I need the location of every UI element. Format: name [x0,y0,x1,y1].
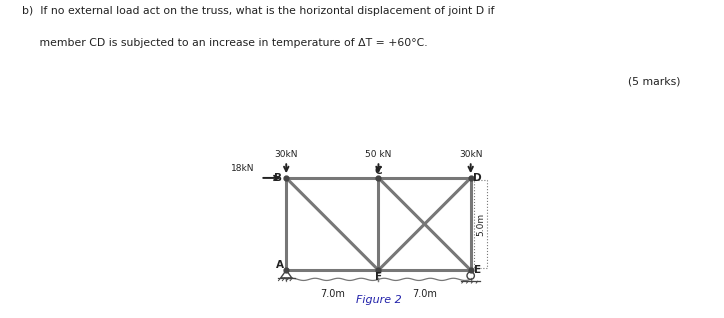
Text: member CD is subjected to an increase in temperature of ΔT = +60°C.: member CD is subjected to an increase in… [22,38,427,48]
Text: b)  If no external load act on the truss, what is the horizontal displacement of: b) If no external load act on the truss,… [22,6,494,16]
Text: 7.0m: 7.0m [320,289,345,299]
Text: C: C [374,166,382,176]
Text: 50 kN: 50 kN [366,149,392,159]
Text: (5 marks): (5 marks) [628,76,681,86]
Text: B: B [274,173,282,183]
Text: 30kN: 30kN [459,149,482,159]
Text: 30kN: 30kN [274,149,298,159]
Text: E: E [473,265,481,275]
Text: Figure 2: Figure 2 [355,295,401,305]
Text: F: F [375,272,382,282]
Text: D: D [473,173,481,183]
Text: 5.0m: 5.0m [476,212,485,236]
Text: A: A [276,259,284,270]
Text: 7.0m: 7.0m [412,289,437,299]
Text: 18kN: 18kN [230,164,254,173]
